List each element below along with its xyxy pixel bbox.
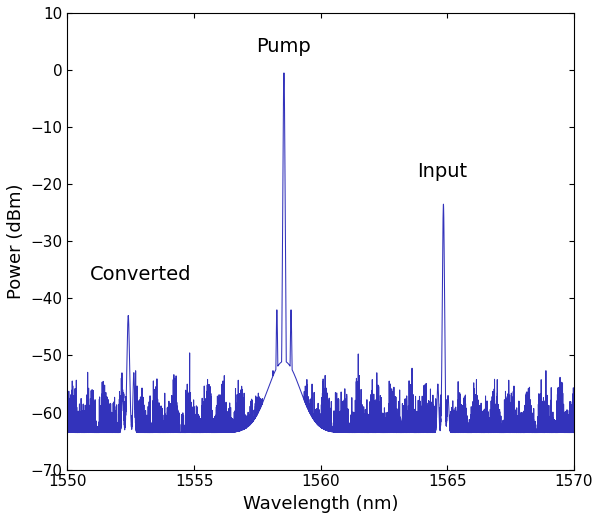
X-axis label: Wavelength (nm): Wavelength (nm) [243,495,398,513]
Text: Input: Input [417,162,467,181]
Y-axis label: Power (dBm): Power (dBm) [7,184,25,299]
Text: Pump: Pump [257,37,311,56]
Text: Converted: Converted [90,265,192,284]
